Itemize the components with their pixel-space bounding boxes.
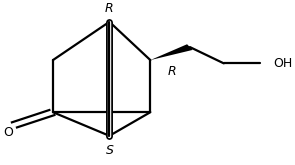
Text: O: O [3, 126, 13, 139]
Text: R: R [105, 2, 114, 15]
Text: OH: OH [273, 57, 292, 70]
Polygon shape [150, 44, 193, 60]
Text: S: S [106, 144, 113, 157]
Text: R: R [167, 65, 176, 78]
